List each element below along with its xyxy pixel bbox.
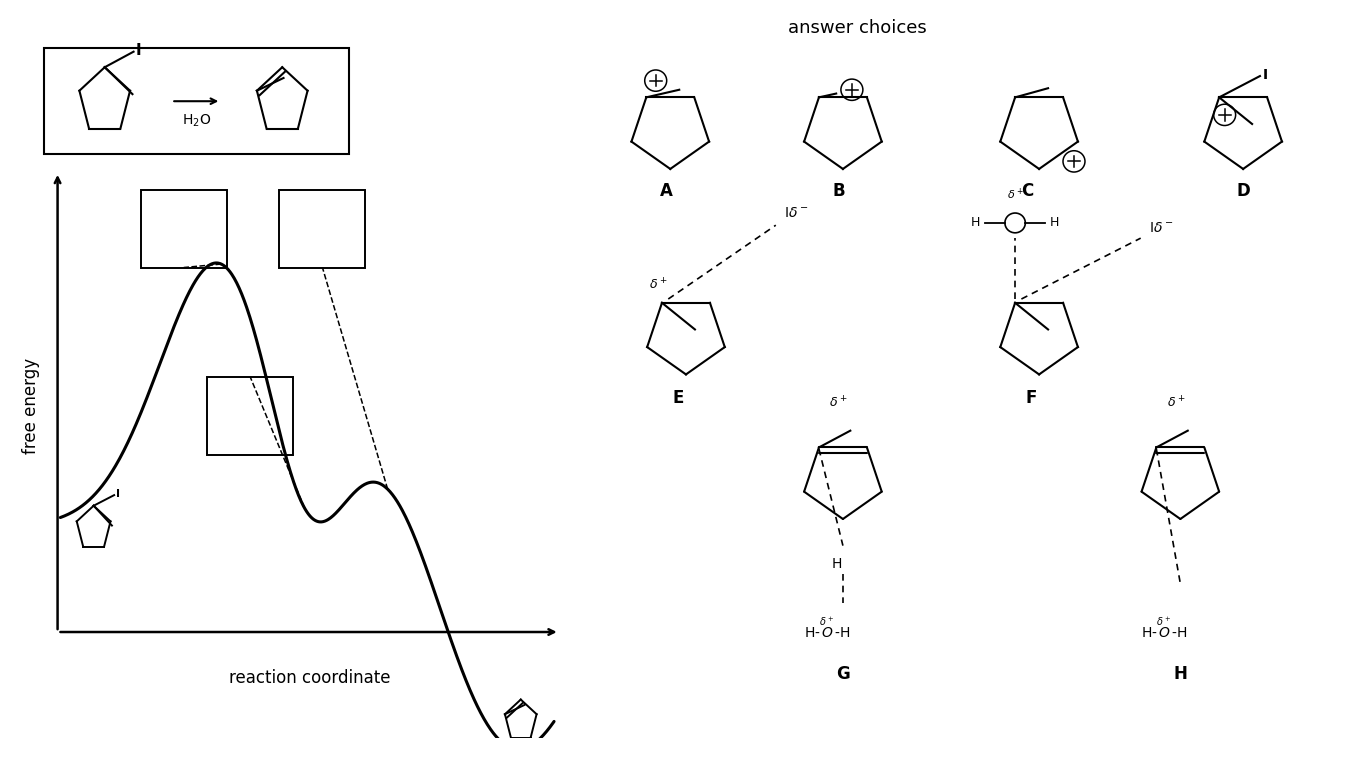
Text: H: H <box>1173 665 1188 683</box>
Text: I: I <box>135 43 142 58</box>
Text: I$\delta^-$: I$\delta^-$ <box>783 206 808 220</box>
Text: I$\delta^-$: I$\delta^-$ <box>1149 221 1173 235</box>
Bar <box>207 377 294 455</box>
Text: F: F <box>1026 390 1036 407</box>
Bar <box>141 189 227 268</box>
Text: $\delta^+$: $\delta^+$ <box>1007 186 1023 202</box>
Text: H: H <box>1050 216 1059 229</box>
Text: H: H <box>832 557 842 571</box>
Text: $\delta^+$: $\delta^+$ <box>1166 396 1185 411</box>
Text: C: C <box>1022 182 1034 199</box>
Text: D: D <box>1237 182 1250 199</box>
Text: answer choices: answer choices <box>787 19 927 37</box>
Bar <box>280 189 365 268</box>
Text: A: A <box>660 182 672 199</box>
Text: G: G <box>836 665 850 683</box>
Bar <box>43 48 349 154</box>
Text: E: E <box>672 390 683 407</box>
Text: I: I <box>1264 68 1268 81</box>
Text: $\delta^+$: $\delta^+$ <box>829 396 848 411</box>
Text: $\delta^+$: $\delta^+$ <box>649 277 667 292</box>
Text: H$_2$O: H$_2$O <box>181 113 211 129</box>
Text: H-$\overset{\delta^+}{O}$-H: H-$\overset{\delta^+}{O}$-H <box>804 617 851 642</box>
Text: reaction coordinate: reaction coordinate <box>229 669 391 687</box>
Text: B: B <box>832 182 846 199</box>
Text: H: H <box>971 216 981 229</box>
Text: I: I <box>116 489 120 498</box>
Text: free energy: free energy <box>23 358 41 454</box>
Text: H-$\overset{\delta^+}{O}$-H: H-$\overset{\delta^+}{O}$-H <box>1141 617 1188 642</box>
